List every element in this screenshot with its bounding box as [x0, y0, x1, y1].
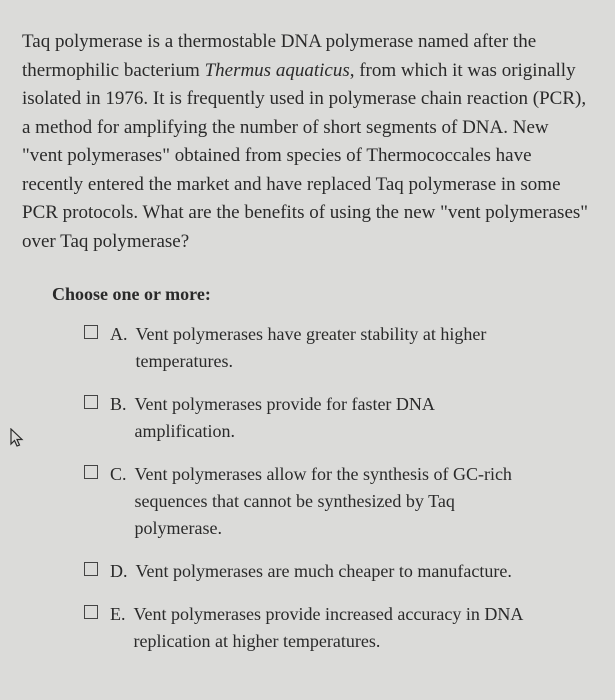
- option-letter: D.: [110, 558, 128, 585]
- cursor-icon: [10, 428, 26, 450]
- option-d: D. Vent polymerases are much cheaper to …: [84, 558, 593, 585]
- option-text: Vent polymerases allow for the synthesis…: [135, 461, 535, 542]
- checkbox-e[interactable]: [84, 605, 98, 619]
- option-text: Vent polymerases have greater stability …: [136, 321, 536, 375]
- option-c: C. Vent polymerases allow for the synthe…: [84, 461, 593, 542]
- checkbox-b[interactable]: [84, 395, 98, 409]
- checkbox-d[interactable]: [84, 562, 98, 576]
- checkbox-a[interactable]: [84, 325, 98, 339]
- option-letter: B.: [110, 391, 127, 418]
- option-text: Vent polymerases are much cheaper to man…: [136, 558, 512, 585]
- option-letter: A.: [110, 321, 128, 348]
- question-italic: Thermus aquaticus: [205, 60, 350, 81]
- option-e: E. Vent polymerases provide increased ac…: [84, 601, 593, 655]
- checkbox-c[interactable]: [84, 465, 98, 479]
- option-b: B. Vent polymerases provide for faster D…: [84, 391, 593, 445]
- question-text: Taq polymerase is a thermostable DNA pol…: [22, 28, 593, 256]
- choose-prompt: Choose one or more:: [52, 284, 593, 305]
- option-text: Vent polymerases provide increased accur…: [134, 601, 534, 655]
- question-post: , from which it was originally isolated …: [22, 60, 588, 252]
- option-a: A. Vent polymerases have greater stabili…: [84, 321, 593, 375]
- option-letter: C.: [110, 461, 127, 488]
- options-list: A. Vent polymerases have greater stabili…: [84, 321, 593, 655]
- option-text: Vent polymerases provide for faster DNA …: [135, 391, 535, 445]
- option-letter: E.: [110, 601, 126, 628]
